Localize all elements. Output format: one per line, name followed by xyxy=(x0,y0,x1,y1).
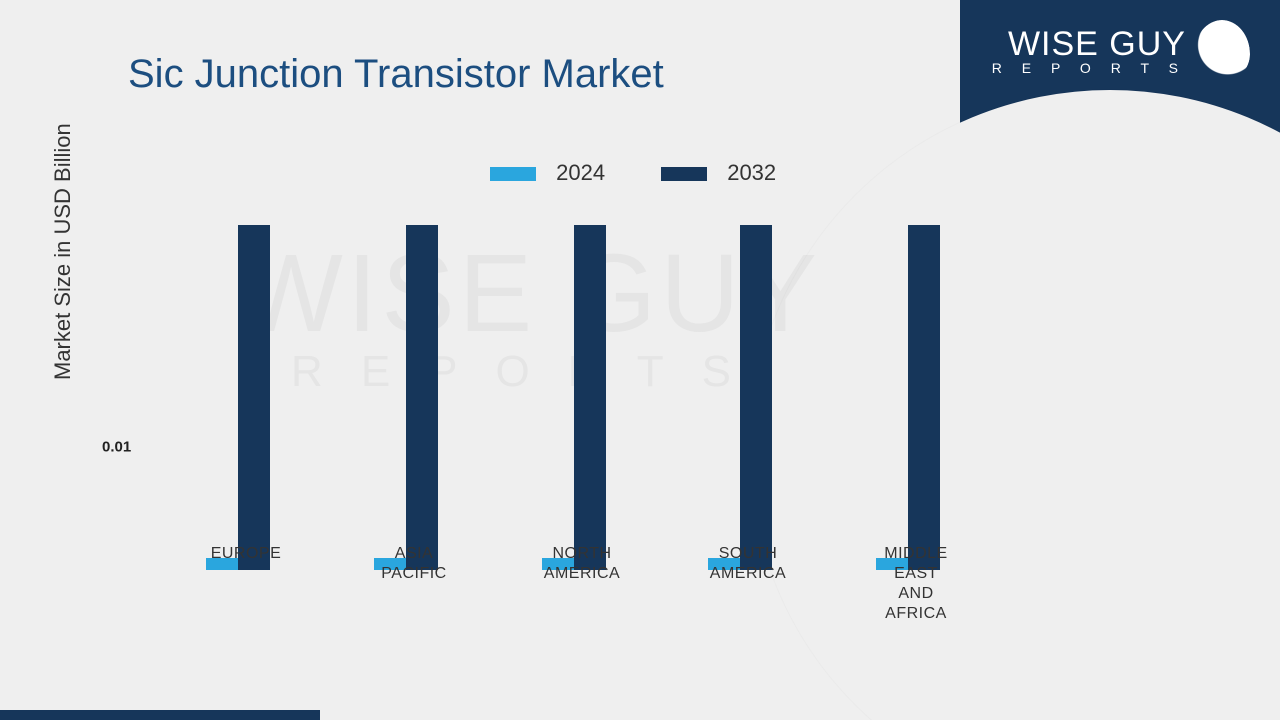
chart-plot xyxy=(146,200,966,570)
x-axis-label: SOUTHAMERICA xyxy=(678,544,818,584)
x-axis-label: MIDDLEEASTANDAFRICA xyxy=(846,544,986,624)
bar-2032 xyxy=(406,225,438,570)
bar-2032 xyxy=(740,225,772,570)
bar-2032 xyxy=(238,225,270,570)
y-tick-label: 0.01 xyxy=(102,438,131,455)
legend-swatch-2032 xyxy=(661,167,707,181)
logo-text: WISE GUY R E P O R T S xyxy=(992,27,1186,75)
legend-label-2032: 2032 xyxy=(727,160,776,185)
x-axis-label: NORTHAMERICA xyxy=(512,544,652,584)
page: WISE GUY R E P O R T S Sic Junction Tran… xyxy=(0,0,1280,720)
footer-accent-bar xyxy=(0,710,320,720)
logo-line-2: R E P O R T S xyxy=(992,61,1186,75)
bar-2032 xyxy=(574,225,606,570)
bar-2032 xyxy=(908,225,940,570)
logo-line-1: WISE GUY xyxy=(992,27,1186,61)
brand-logo: WISE GUY R E P O R T S xyxy=(992,20,1250,82)
page-title: Sic Junction Transistor Market xyxy=(128,52,664,97)
y-axis-label: Market Size in USD Billion xyxy=(50,123,76,380)
legend-label-2024: 2024 xyxy=(556,160,605,185)
chart-area: 2024 2032 Market Size in USD Billion 0.0… xyxy=(60,170,980,650)
logo-head-icon xyxy=(1194,20,1250,82)
legend-item-2032: 2032 xyxy=(661,160,776,186)
x-axis-label: ASIAPACIFIC xyxy=(344,544,484,584)
x-axis-label: EUROPE xyxy=(176,544,316,564)
legend-swatch-2024 xyxy=(490,167,536,181)
chart-legend: 2024 2032 xyxy=(490,160,776,186)
legend-item-2024: 2024 xyxy=(490,160,605,186)
